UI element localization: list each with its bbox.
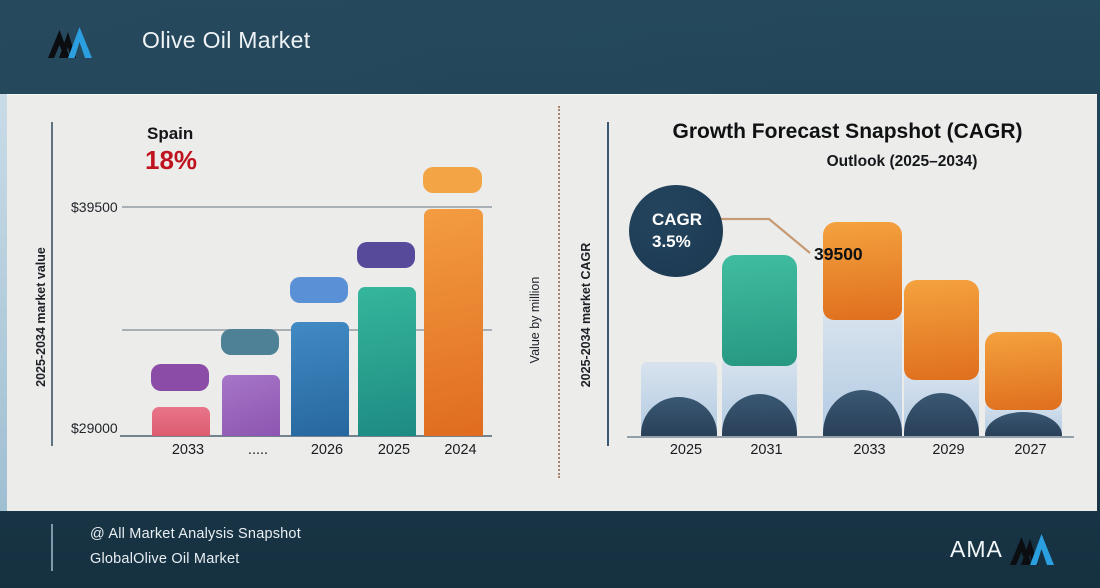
footer-divider-line — [51, 524, 53, 571]
footer-credit-line2: GlobalOlive Oil Market — [90, 551, 240, 567]
spain-share-value: 18% — [145, 145, 198, 175]
bar-..... — [222, 375, 280, 436]
bar-annotation-39500: 39500 — [814, 244, 863, 264]
cagr-subtitle: Outlook (2025–2034) — [826, 153, 978, 170]
segment-top-2033 — [823, 222, 902, 320]
x-label-2027: 2027 — [1014, 442, 1047, 458]
x-label-2033: 2033 — [853, 442, 886, 458]
x-label-2025: 2025 — [669, 442, 703, 458]
x-label-.....: ..... — [247, 442, 269, 458]
x-label-2026: 2026 — [310, 442, 344, 458]
footer-ama-logo-icon — [1010, 534, 1054, 565]
panel-divider — [558, 106, 560, 478]
segment-top-2031 — [722, 255, 797, 366]
bar-2033 — [152, 407, 210, 436]
footer-credit-line1: @ All Market Analysis Snapshot — [90, 526, 301, 542]
bar-cap-2025 — [357, 242, 415, 268]
segment-top-2029 — [904, 280, 979, 380]
left-baseline — [120, 435, 492, 437]
bar-2024 — [424, 209, 483, 436]
ama-logo-icon — [48, 27, 92, 58]
bar-2025 — [358, 287, 416, 436]
cagr-badge-value: 3.5% — [652, 232, 691, 251]
cagr-badge: CAGR 3.5% — [629, 185, 723, 277]
right-y-axis — [607, 122, 609, 446]
cagr-badge-label: CAGR — [652, 209, 703, 229]
left-y-axis — [51, 122, 53, 446]
right-baseline — [627, 436, 1074, 438]
bar-cap-2026 — [290, 277, 348, 303]
left-bars — [7, 94, 551, 478]
footer-brand-text: AMA — [950, 536, 1003, 562]
x-label-2033: 2033 — [171, 442, 205, 458]
right-x-labels: 2025 2031 2033 2029 2027 — [7, 94, 1097, 478]
gridline-39500 — [122, 206, 492, 208]
right-bars — [7, 94, 1097, 478]
left-x-labels: 2033..... 2026 2025 2024 — [7, 94, 551, 478]
tick-39500: $39500 — [71, 199, 118, 215]
page-title: Olive Oil Market — [142, 27, 311, 53]
cagr-title: Growth Forecast Snapshot (CAGR) — [672, 120, 1023, 143]
charts-panel: 2025-2034 market value Value by million … — [7, 94, 1097, 511]
x-label-2029: 2029 — [932, 442, 965, 458]
x-label-2025: 2025 — [377, 442, 411, 458]
segment-top-2027 — [985, 332, 1062, 410]
x-label-2024: 2024 — [444, 442, 477, 458]
x-label-2031: 2031 — [750, 442, 783, 458]
tick-29000: $29000 — [71, 420, 118, 436]
badge-connector-line — [721, 217, 811, 254]
bar-cap-2033 — [151, 364, 209, 391]
spain-label: Spain — [147, 124, 194, 143]
bar-2026 — [291, 322, 349, 436]
bar-cap-..... — [221, 329, 279, 355]
bar-cap-2024 — [423, 167, 482, 193]
panel-left-edge — [0, 94, 7, 511]
